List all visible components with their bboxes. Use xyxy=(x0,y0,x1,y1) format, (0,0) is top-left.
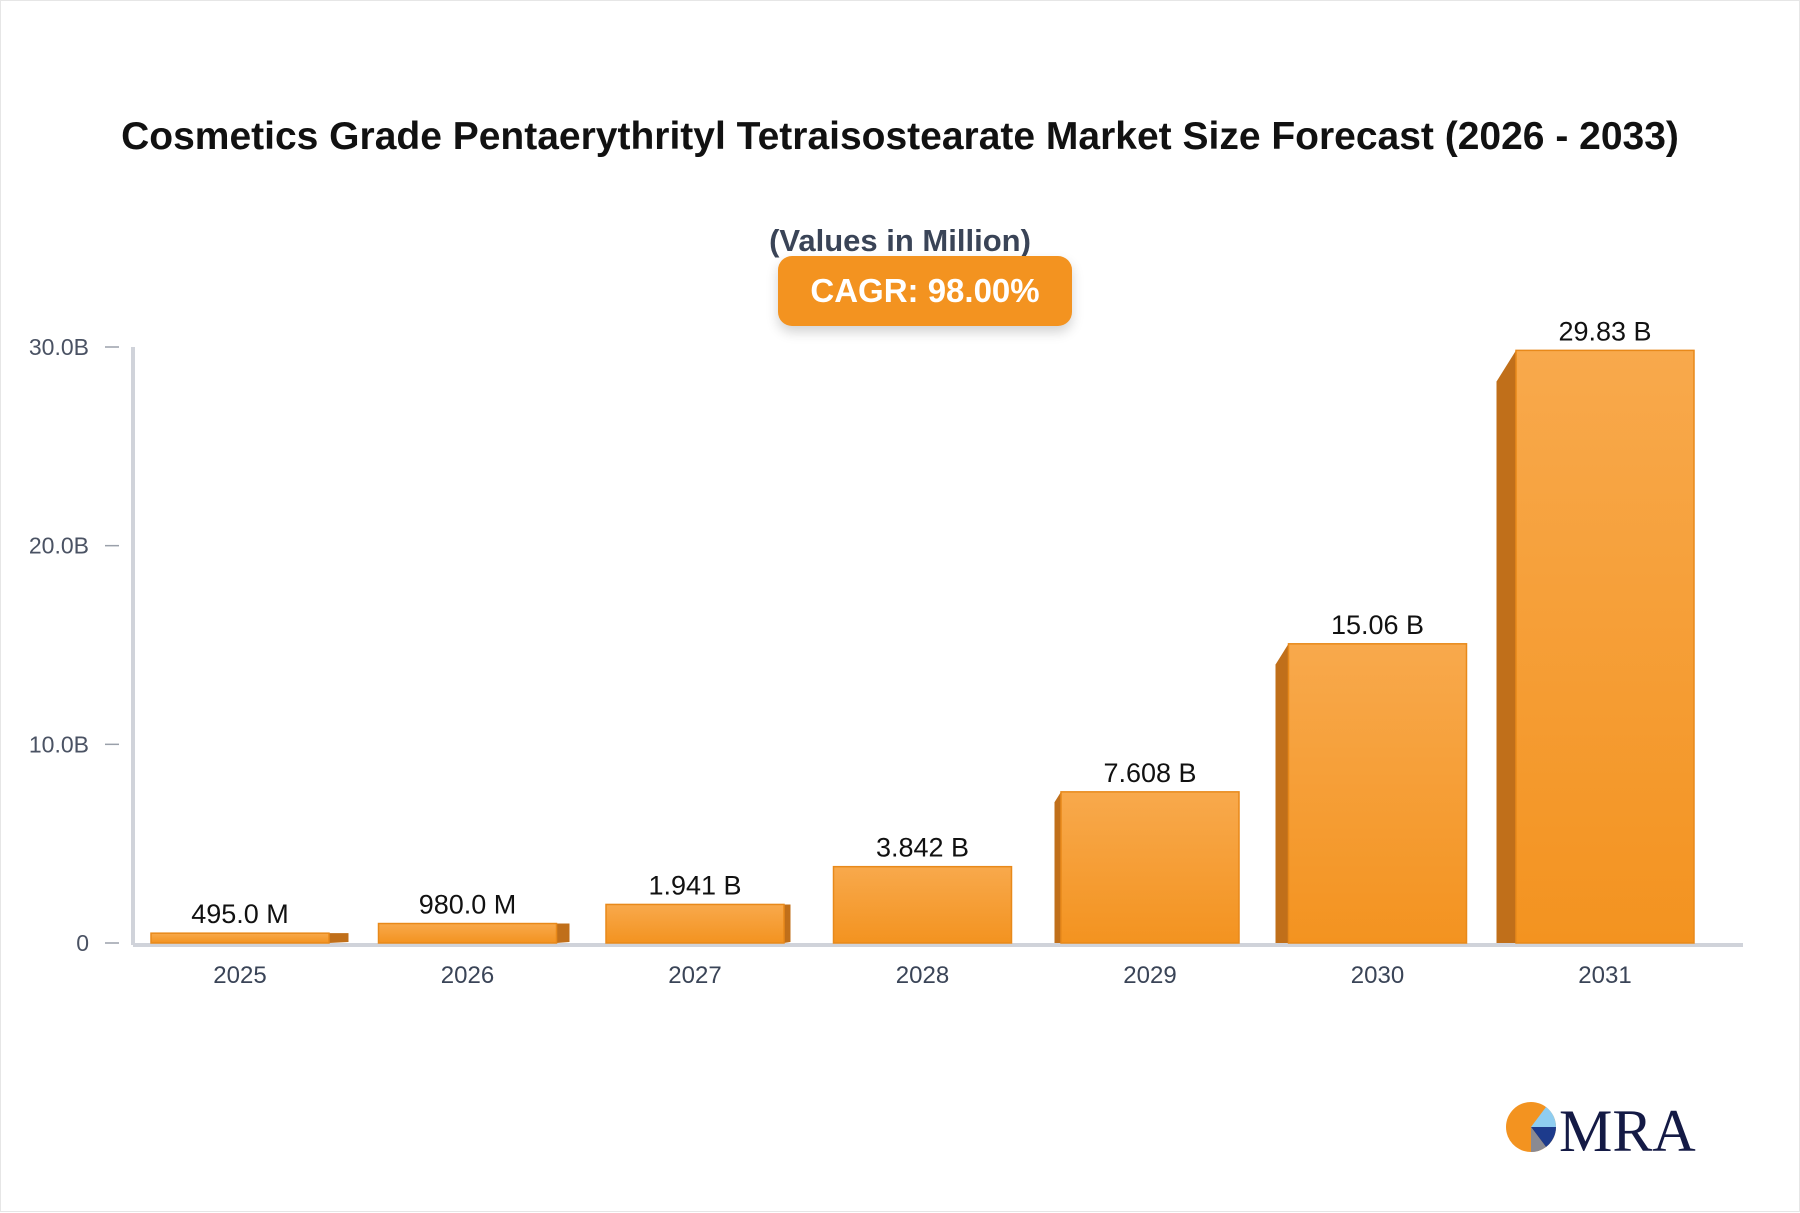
bar-side xyxy=(556,923,570,943)
x-tick-label: 2030 xyxy=(1351,962,1404,989)
bar-2027: 1.941 B xyxy=(605,870,791,944)
bar-2031: 29.83 B xyxy=(1496,316,1695,944)
bar-2026: 980.0 M xyxy=(377,890,570,944)
x-tick-label: 2031 xyxy=(1578,962,1631,989)
bar xyxy=(150,932,330,944)
bar xyxy=(1287,643,1468,944)
y-tick-label: 0 xyxy=(76,930,89,956)
svg-text:MRA: MRA xyxy=(1559,1098,1696,1161)
x-tick-label: 2026 xyxy=(441,962,494,989)
bar xyxy=(377,922,558,944)
chart-title: Cosmetics Grade Pentaerythrityl Tetraiso… xyxy=(121,115,1679,158)
data-label: 15.06 B xyxy=(1331,610,1424,640)
bar xyxy=(605,903,785,944)
bar-2029: 7.608 B xyxy=(1054,758,1240,944)
data-label: 7.608 B xyxy=(1103,758,1196,788)
cagr-badge: CAGR: 98.00% xyxy=(778,256,1072,326)
bar-side xyxy=(1275,643,1289,943)
x-tick-label: 2029 xyxy=(1123,962,1176,989)
data-label: 980.0 M xyxy=(419,890,517,920)
data-label: 495.0 M xyxy=(191,899,289,929)
bar xyxy=(832,865,1013,944)
data-label: 1.941 B xyxy=(648,870,741,900)
y-tick-label: 20.0B xyxy=(29,533,89,559)
bar-side xyxy=(329,933,349,943)
bar xyxy=(1060,791,1240,944)
bar-2028: 3.842 B xyxy=(832,833,1013,944)
mra-logo-icon: MRA xyxy=(1506,1098,1696,1164)
data-label: 3.842 B xyxy=(876,833,969,863)
x-tick-label: 2028 xyxy=(896,962,949,989)
data-label: 29.83 B xyxy=(1558,316,1651,346)
y-tick-label: 10.0B xyxy=(29,731,89,757)
chart-subtitle: (Values in Million) xyxy=(769,223,1031,258)
bar-side xyxy=(1496,350,1516,943)
bar-side xyxy=(784,904,791,943)
x-tick-label: 2025 xyxy=(213,962,266,989)
bar-side xyxy=(1054,791,1061,943)
bar xyxy=(1515,349,1695,944)
mra-logo: MRA xyxy=(1501,1091,1701,1166)
bar-2030: 15.06 B xyxy=(1275,610,1468,944)
bar-2025: 495.0 M xyxy=(150,899,349,944)
y-tick-label: 30.0B xyxy=(29,334,89,360)
x-tick-label: 2027 xyxy=(668,962,721,989)
